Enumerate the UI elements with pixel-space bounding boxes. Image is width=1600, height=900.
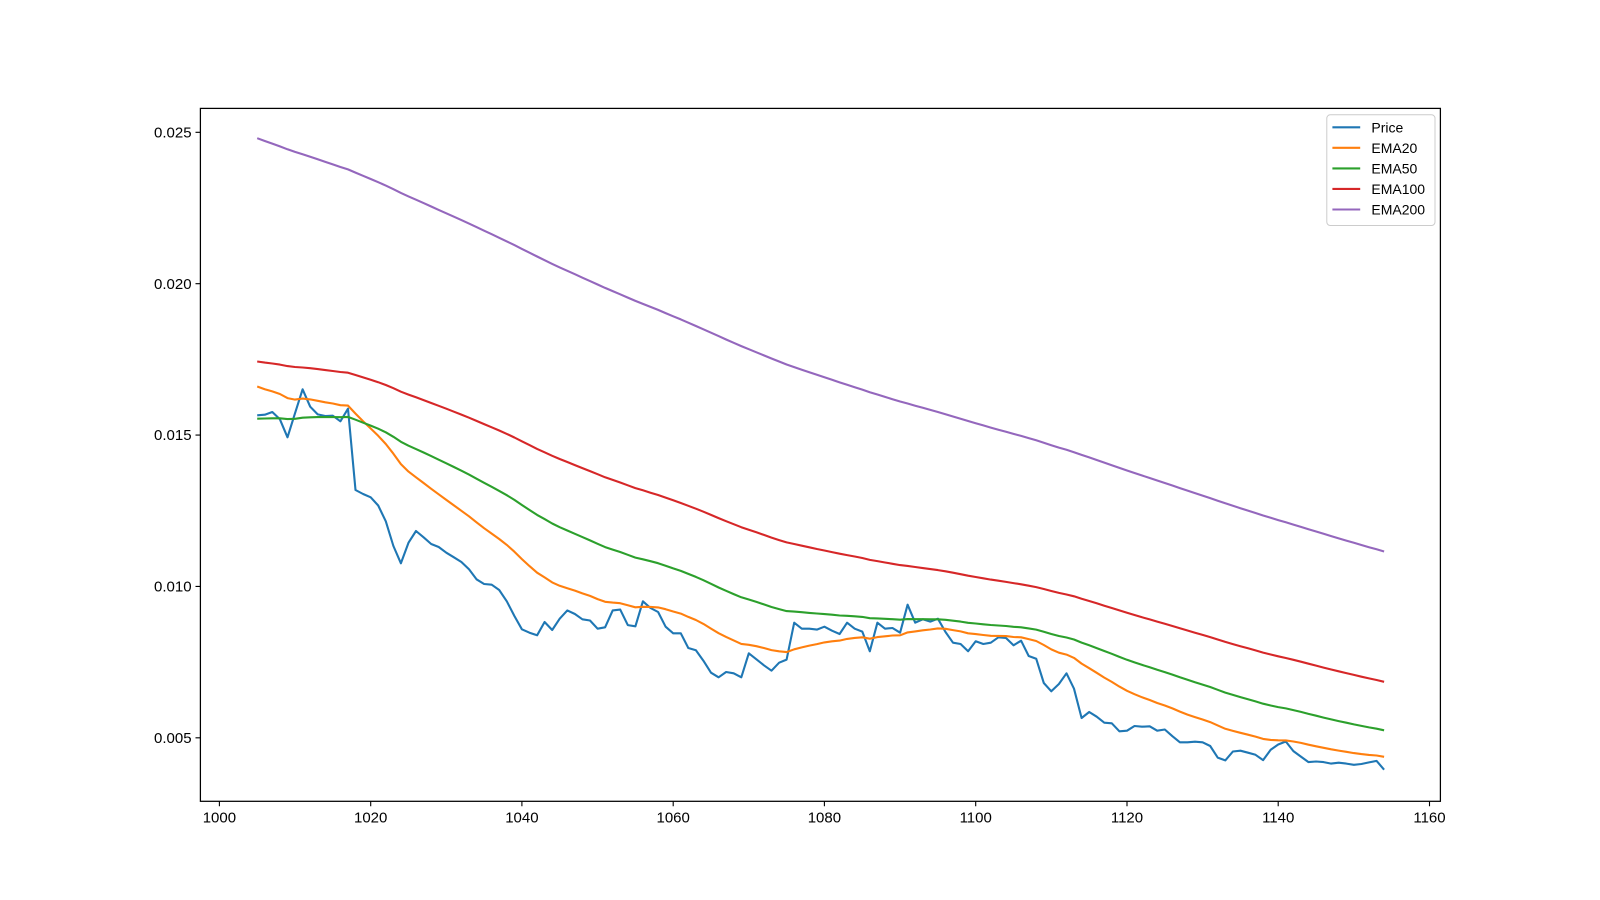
svg-text:0.005: 0.005 — [154, 730, 192, 747]
svg-text:1000: 1000 — [203, 810, 236, 827]
svg-text:EMA50: EMA50 — [1371, 161, 1417, 177]
svg-text:0.015: 0.015 — [154, 427, 192, 444]
svg-text:0.020: 0.020 — [154, 276, 192, 293]
svg-text:1160: 1160 — [1413, 810, 1445, 827]
svg-text:0.010: 0.010 — [154, 579, 192, 596]
svg-text:1060: 1060 — [657, 810, 690, 827]
svg-text:1080: 1080 — [808, 810, 841, 827]
svg-text:EMA200: EMA200 — [1371, 202, 1425, 218]
svg-text:Price: Price — [1371, 119, 1403, 135]
svg-text:1140: 1140 — [1262, 810, 1294, 827]
svg-text:1040: 1040 — [505, 810, 538, 827]
svg-text:1020: 1020 — [354, 810, 387, 827]
svg-text:EMA100: EMA100 — [1371, 181, 1425, 197]
svg-text:0.025: 0.025 — [154, 124, 192, 141]
svg-text:1100: 1100 — [960, 810, 992, 827]
svg-text:1120: 1120 — [1111, 810, 1143, 827]
svg-text:EMA20: EMA20 — [1371, 140, 1417, 156]
